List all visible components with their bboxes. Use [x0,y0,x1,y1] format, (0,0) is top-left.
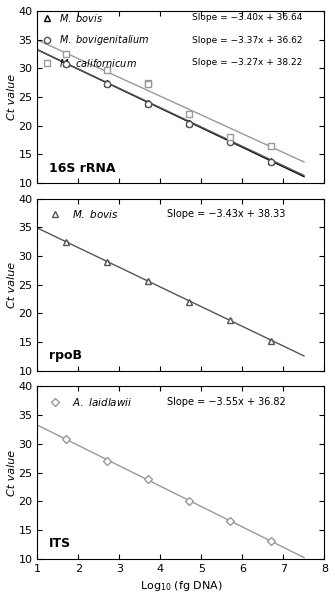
Text: Slope = −3.40x + 36.64: Slope = −3.40x + 36.64 [192,13,303,22]
Text: Slope = −3.43x + 38.33: Slope = −3.43x + 38.33 [166,209,285,219]
Text: $\mathit{M.\ bovis}$: $\mathit{M.\ bovis}$ [59,12,103,24]
Text: Slope = −3.55x + 36.82: Slope = −3.55x + 36.82 [166,397,285,407]
X-axis label: Log$_{10}$ (fg DNA): Log$_{10}$ (fg DNA) [140,579,222,593]
Text: $\mathit{A.\ laidlawii}$: $\mathit{A.\ laidlawii}$ [72,396,132,408]
Text: ITS: ITS [49,537,71,550]
Text: $\mathit{M.\ bovigenitalium}$: $\mathit{M.\ bovigenitalium}$ [59,33,149,47]
Y-axis label: Ct value: Ct value [7,74,17,120]
Text: rpoB: rpoB [49,349,82,362]
Y-axis label: Ct value: Ct value [7,262,17,308]
Text: Slope = −3.37x + 36.62: Slope = −3.37x + 36.62 [192,36,303,45]
Text: Slope = −3.27x + 38.22: Slope = −3.27x + 38.22 [192,58,303,67]
Text: 16S rRNA: 16S rRNA [49,161,115,175]
Text: $\mathit{M.\ bovis}$: $\mathit{M.\ bovis}$ [72,208,119,220]
Y-axis label: Ct value: Ct value [7,449,17,496]
Text: $\mathit{M.\ californicum}$: $\mathit{M.\ californicum}$ [59,56,137,68]
